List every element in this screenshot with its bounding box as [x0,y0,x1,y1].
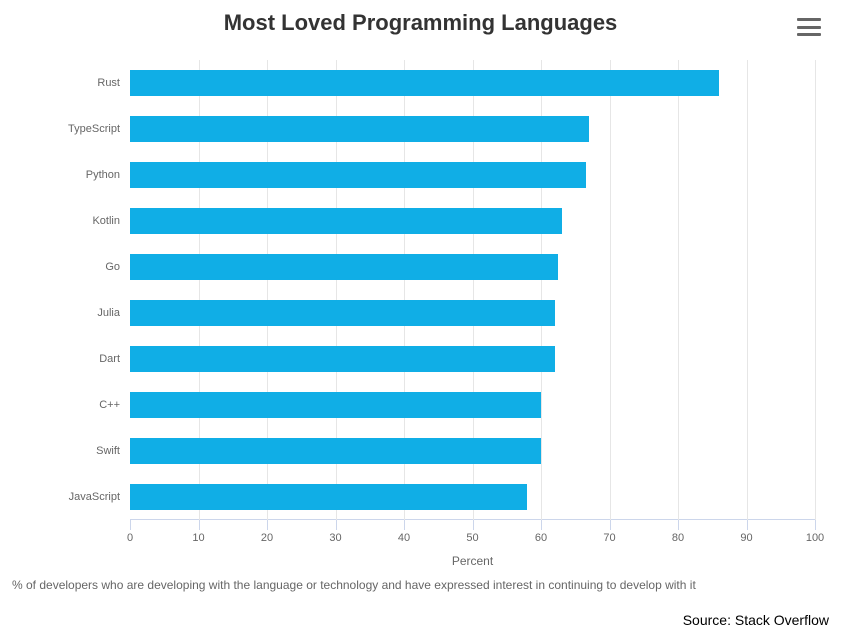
y-tick-label: Go [105,261,120,273]
x-tick [747,520,748,530]
y-tick-label: Julia [97,307,120,319]
x-tick-label: 50 [466,532,478,544]
x-tick-label: 10 [192,532,204,544]
x-tick-label: 20 [261,532,273,544]
x-tick-label: 80 [672,532,684,544]
x-tick [610,520,611,530]
bar[interactable] [130,438,541,463]
x-axis-title: Percent [452,554,493,568]
x-tick [404,520,405,530]
x-tick-label: 40 [398,532,410,544]
chart-caption: % of developers who are developing with … [12,578,829,594]
x-tick-label: 70 [603,532,615,544]
y-tick-label: Rust [97,77,120,89]
bar[interactable] [130,392,541,417]
x-tick [336,520,337,530]
x-tick-label: 90 [740,532,752,544]
y-tick-label: Python [86,169,120,181]
y-tick-label: TypeScript [68,123,120,135]
y-tick-label: Swift [96,445,120,457]
bar[interactable] [130,70,719,95]
x-tick [541,520,542,530]
x-tick [267,520,268,530]
x-tick [473,520,474,530]
gridline [678,60,679,520]
y-tick-label: Kotlin [92,215,120,227]
bar[interactable] [130,300,555,325]
x-tick-label: 100 [806,532,824,544]
hamburger-menu-icon[interactable] [797,16,821,38]
gridline [610,60,611,520]
x-tick [199,520,200,530]
x-tick [130,520,131,530]
bar[interactable] [130,208,562,233]
y-tick-label: C++ [99,399,120,411]
chart-title: Most Loved Programming Languages [0,10,841,36]
gridline [747,60,748,520]
x-tick [815,520,816,530]
gridline [815,60,816,520]
x-tick-label: 0 [127,532,133,544]
bar[interactable] [130,254,558,279]
chart-container: Most Loved Programming Languages 0102030… [0,0,841,626]
plot-area: 0102030405060708090100PercentRustTypeScr… [130,60,815,520]
x-tick [678,520,679,530]
bar[interactable] [130,162,586,187]
x-tick-label: 30 [329,532,341,544]
bar[interactable] [130,346,555,371]
bar[interactable] [130,116,589,141]
bar[interactable] [130,484,527,509]
x-tick-label: 60 [535,532,547,544]
y-tick-label: JavaScript [69,491,120,503]
y-tick-label: Dart [99,353,120,365]
